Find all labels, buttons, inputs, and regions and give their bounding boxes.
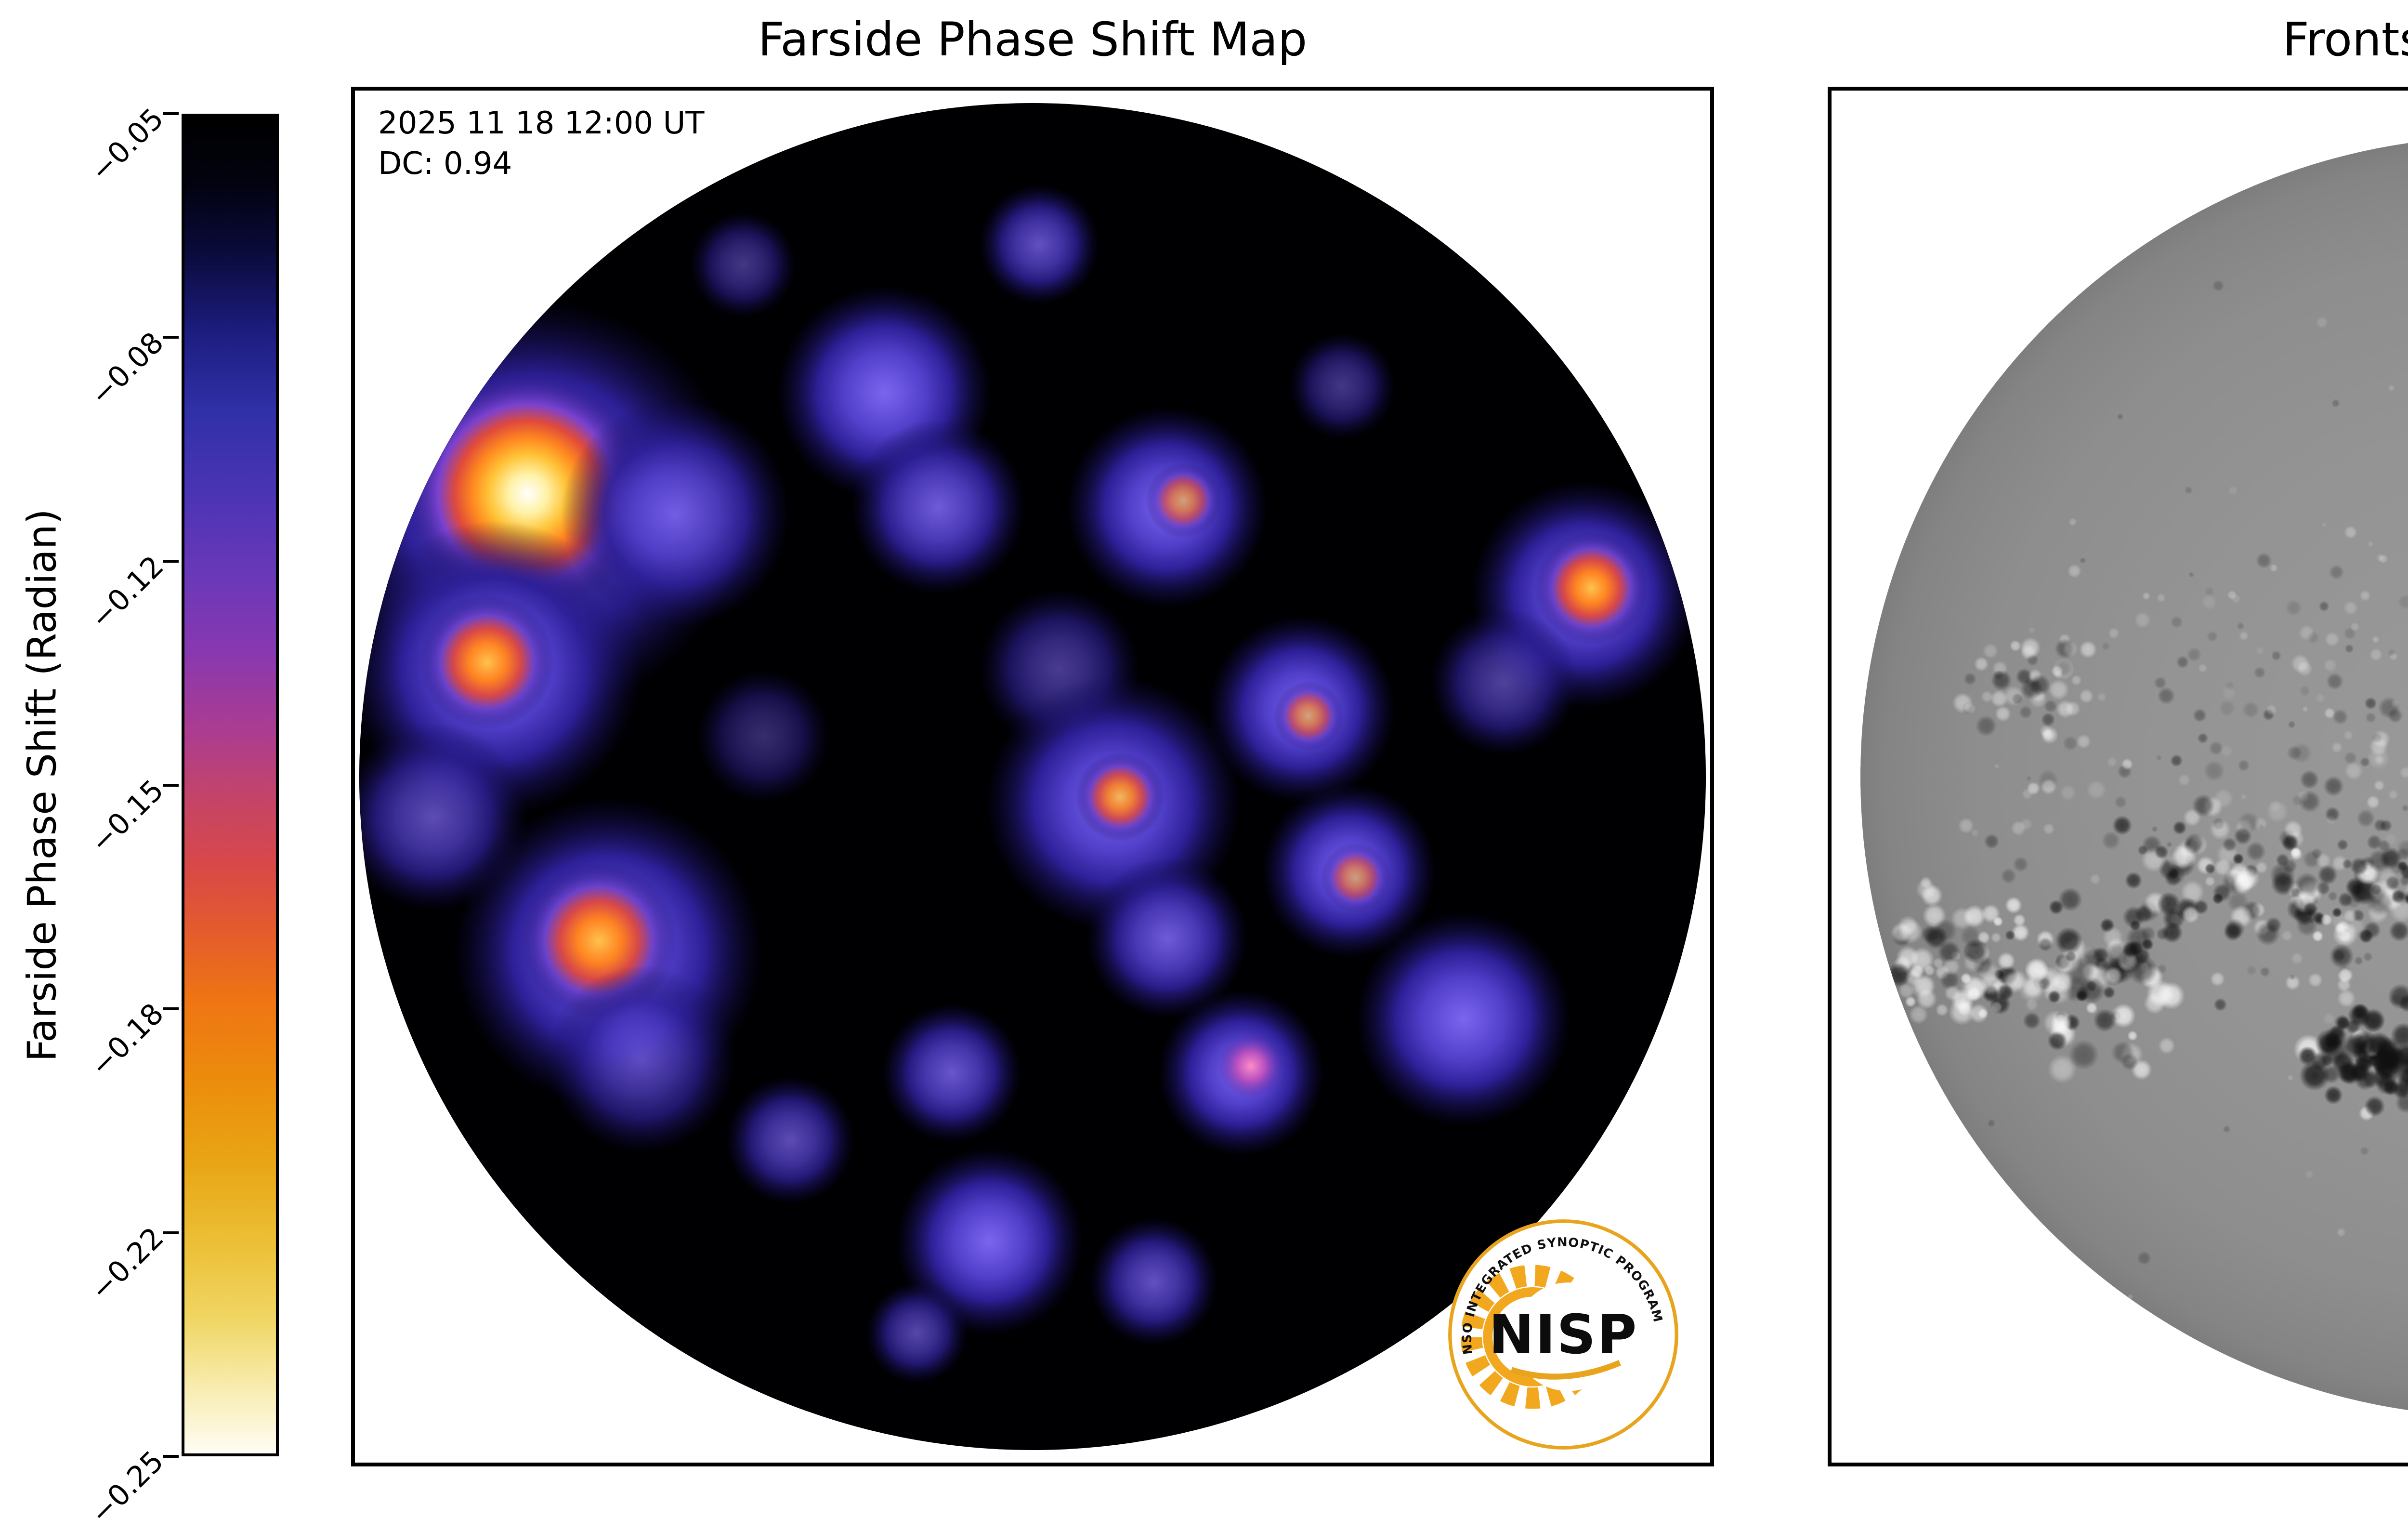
colorbar-ticklabel: −0.25	[84, 1444, 170, 1531]
colorbar-tickmark	[163, 1007, 179, 1010]
colorbar-tickmark	[163, 336, 179, 339]
logo-nisp-text: NISP	[1489, 1303, 1638, 1366]
colorbar-tickmark	[163, 783, 179, 787]
colorbar: −0.05 −0.08 −0.12 −0.15 −0.18 −0.22 −0.25	[84, 102, 279, 1531]
colorbar-tickmark	[163, 1455, 179, 1458]
colorbar-ticklabel: −0.12	[84, 549, 170, 636]
frontside-disk-canvas	[1860, 136, 2408, 1417]
colorbar-ticklabel: −0.15	[84, 773, 170, 860]
frontside-disk	[1860, 136, 2408, 1417]
farside-panel: 2025 11 18 12:00 UT DC: 0.94	[351, 87, 1714, 1466]
colorbar-gradient	[182, 114, 279, 1456]
logo-swoosh	[1510, 1360, 1621, 1380]
duty-cycle-text: DC: 0.94	[378, 146, 512, 182]
logo-core	[1514, 1282, 1623, 1391]
colorbar-tickmark	[163, 1231, 179, 1234]
left-panel-title: Farside Phase Shift Map	[758, 13, 1308, 66]
timestamp-annotation: 2025 11 18 12:00 UT DC: 0.94	[378, 103, 705, 185]
right-panel-title: Frontside Mag Map	[2282, 13, 2408, 66]
colorbar-tickmark	[163, 112, 179, 115]
timestamp-text: 2025 11 18 12:00 UT	[378, 106, 705, 141]
colorbar-tickmark	[163, 559, 179, 563]
farside-disk-canvas	[359, 103, 1706, 1450]
colorbar-ticks: −0.05 −0.08 −0.12 −0.15 −0.18 −0.22 −0.25	[84, 102, 279, 1531]
frontside-panel	[1828, 87, 2408, 1466]
colorbar-ticklabel: −0.18	[84, 997, 170, 1083]
colorbar-ticklabel: −0.08	[84, 325, 170, 412]
colorbar-ticklabel: −0.05	[84, 102, 170, 188]
nisp-logo: NSO INTEGRATED SYNOPTIC PROGRAM NISP	[1448, 1219, 1678, 1450]
farside-disk	[359, 103, 1706, 1450]
colorbar-axis-label: Farside Phase Shift (Radian)	[19, 509, 65, 1062]
colorbar-ticklabel: −0.22	[84, 1220, 170, 1307]
